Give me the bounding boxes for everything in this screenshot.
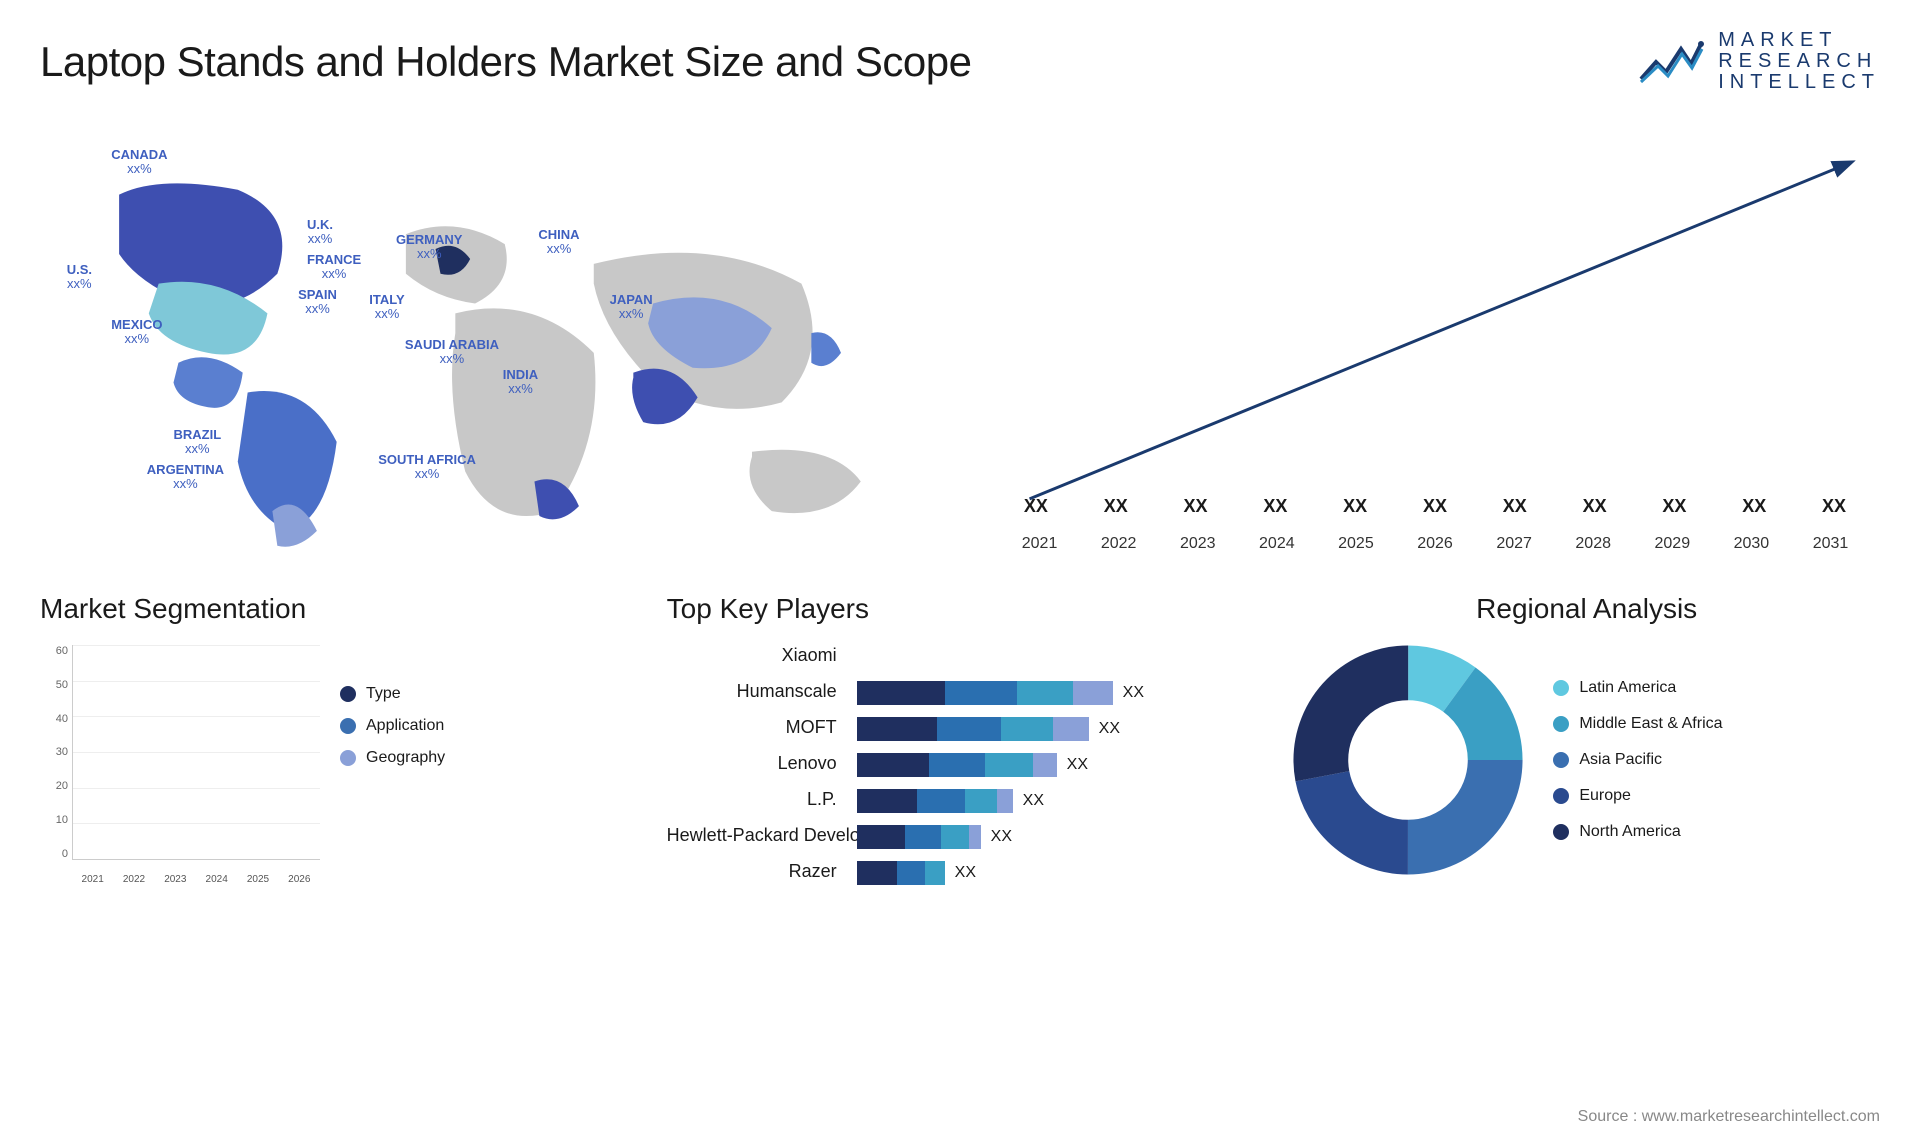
players-bars: XX XX XX XX XX XX [857,645,1254,885]
players-list: Xiaomi Humanscale MOFT Lenovo L.P. Hewlett-Pa… [667,645,837,885]
world-map-panel: CANADAxx% U.S.xx% MEXICOxx% BRAZILxx% ARGENT… [40,133,930,553]
growth-year-label: 2025 [1316,535,1395,553]
growth-bar: XX [1479,496,1551,523]
growth-year-label: 2024 [1237,535,1316,553]
growth-bar: XX [1399,496,1471,523]
country-label: ITALYxx% [369,293,404,322]
growth-year-label: 2031 [1791,535,1870,553]
player-bar-row: XX [857,717,1254,741]
player-name: Xiaomi [667,645,837,669]
growth-year-label: 2027 [1475,535,1554,553]
country-label: ARGENTINAxx% [147,463,224,492]
growth-year-label: 2026 [1395,535,1474,553]
country-label: SOUTH AFRICAxx% [378,453,476,482]
country-label: MEXICOxx% [111,318,162,347]
legend-item: Asia Pacific [1553,751,1722,769]
segmentation-title: Market Segmentation [40,593,627,625]
legend-item: Europe [1553,787,1722,805]
growth-bar: XX [1160,496,1232,523]
regional-panel: Regional Analysis Latin America Middle Ea… [1293,593,1880,875]
country-label: CHINAxx% [538,228,579,257]
player-bar-row: XX [857,789,1254,813]
growth-year-label: 2022 [1079,535,1158,553]
legend-item: Geography [340,749,445,767]
country-label: JAPANxx% [610,293,653,322]
growth-bar: XX [1559,496,1631,523]
legend-item: Middle East & Africa [1553,715,1722,733]
logo-mark-icon [1636,34,1706,89]
growth-bar: XX [1798,496,1870,523]
player-name: Razer [667,861,837,885]
growth-year-label: 2030 [1712,535,1791,553]
legend-item: Latin America [1553,679,1722,697]
growth-bar: XX [1319,496,1391,523]
page-title: Laptop Stands and Holders Market Size an… [40,38,971,86]
regional-title: Regional Analysis [1293,593,1880,625]
player-bar-row [857,645,1254,669]
segmentation-chart: 6050403020100 202120222023202420252026 [40,645,320,885]
country-label: SPAINxx% [298,288,337,317]
segmentation-legend: Type Application Geography [340,645,445,767]
growth-year-label: 2028 [1554,535,1633,553]
country-label: INDIAxx% [503,368,538,397]
country-label: SAUDI ARABIAxx% [405,338,499,367]
growth-year-label: 2029 [1633,535,1712,553]
player-bar-row: XX [857,753,1254,777]
players-panel: Top Key Players Xiaomi Humanscale MOFT Leno… [667,593,1254,885]
header: Laptop Stands and Holders Market Size an… [40,30,1880,93]
growth-bar: XX [1239,496,1311,523]
legend-item: North America [1553,823,1722,841]
growth-year-label: 2021 [1000,535,1079,553]
country-label: BRAZILxx% [174,428,222,457]
source-attribution: Source : www.marketresearchintellect.com [1578,1108,1880,1126]
growth-bar: XX [1000,496,1072,523]
legend-item: Type [340,685,445,703]
segmentation-panel: Market Segmentation 6050403020100 202120… [40,593,627,885]
country-label: FRANCExx% [307,253,361,282]
player-name: MOFT [667,717,837,741]
player-name: Lenovo [667,753,837,777]
player-bar-row: XX [857,681,1254,705]
country-label: U.K.xx% [307,218,333,247]
growth-bar: XX [1639,496,1711,523]
country-label: CANADAxx% [111,148,167,177]
logo: MARKET RESEARCH INTELLECT [1636,30,1880,93]
player-name: Hewlett-Packard Development [667,825,837,849]
logo-text: MARKET RESEARCH INTELLECT [1718,30,1880,93]
regional-donut-chart [1293,645,1523,875]
regional-legend: Latin America Middle East & Africa Asia Pa… [1553,679,1722,841]
country-label: GERMANYxx% [396,233,462,262]
growth-bar: XX [1718,496,1790,523]
country-label: U.S.xx% [67,263,92,292]
growth-chart: XXXXXXXXXXXXXXXXXXXXXX 20212022202320242… [990,133,1880,553]
legend-item: Application [340,717,445,735]
player-name: Humanscale [667,681,837,705]
players-title: Top Key Players [667,593,1254,625]
player-bar-row: XX [857,861,1254,885]
player-bar-row: XX [857,825,1254,849]
growth-year-label: 2023 [1158,535,1237,553]
player-name: L.P. [667,789,837,813]
growth-bar: XX [1080,496,1152,523]
